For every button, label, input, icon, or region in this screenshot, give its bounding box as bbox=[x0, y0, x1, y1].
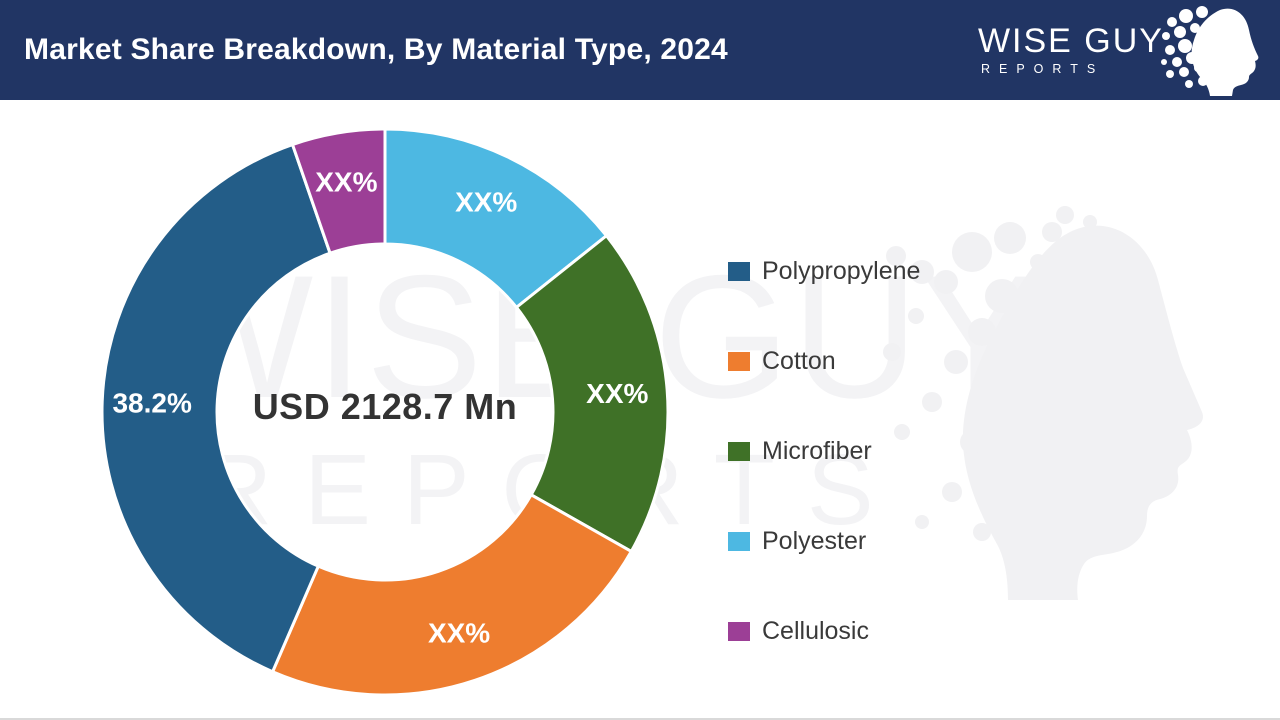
chart-legend: Polypropylene Cotton Microfiber Polyester Ce… bbox=[728, 226, 920, 676]
legend-item-polyester: Polyester bbox=[728, 496, 920, 586]
header: Market Share Breakdown, By Material Type… bbox=[0, 0, 1280, 100]
wise-guy-reports-logo: WISE GUY REPORTS bbox=[978, 4, 1262, 96]
legend-label: Cellulosic bbox=[762, 616, 869, 645]
segment-label-cotton: XX% bbox=[428, 617, 490, 648]
legend-swatch bbox=[728, 441, 750, 461]
legend-label: Microfiber bbox=[762, 436, 872, 465]
chart-center-value: USD 2128.7 Mn bbox=[252, 386, 518, 427]
logo-text: WISE GUY REPORTS bbox=[978, 24, 1164, 76]
legend-item-cellulosic: Cellulosic bbox=[728, 586, 920, 676]
legend-item-microfiber: Microfiber bbox=[728, 406, 920, 496]
donut-segment-cotton bbox=[271, 493, 633, 697]
logo-wordmark: WISE GUY bbox=[977, 22, 1164, 60]
legend-swatch bbox=[728, 531, 750, 551]
background-watermark-face bbox=[883, 206, 1203, 600]
segment-label-microfiber: XX% bbox=[586, 378, 648, 409]
page-title: Market Share Breakdown, By Material Type… bbox=[24, 33, 728, 66]
legend-label: Polyester bbox=[762, 526, 867, 555]
donut-segment-polyester bbox=[383, 127, 608, 309]
segment-label-cellulosic: XX% bbox=[315, 167, 377, 198]
donut-segment-polypropylene bbox=[100, 143, 332, 674]
legend-item-polypropylene: Polypropylene bbox=[728, 226, 920, 316]
legend-swatch bbox=[728, 621, 750, 641]
bottom-divider bbox=[0, 718, 1280, 720]
donut-segment-cellulosic bbox=[290, 127, 387, 255]
donut-segment-microfiber bbox=[514, 234, 670, 553]
donut-chart: XX% XX% XX% 38.2% XX% bbox=[100, 127, 670, 697]
chart-area: WISE GUY REPORTS XX%XX%XX%38.2%XX% USD 2… bbox=[0, 100, 1280, 718]
legend-item-cotton: Cotton bbox=[728, 316, 920, 406]
face-profile-icon bbox=[1161, 6, 1259, 96]
legend-label: Polypropylene bbox=[762, 256, 921, 285]
legend-swatch bbox=[728, 261, 750, 281]
legend-swatch bbox=[728, 351, 750, 371]
segment-label-polypropylene: 38.2% bbox=[112, 388, 191, 419]
logo-subtext: REPORTS bbox=[980, 62, 1105, 76]
legend-label: Cotton bbox=[762, 346, 836, 375]
segment-label-polyester: XX% bbox=[455, 187, 517, 218]
